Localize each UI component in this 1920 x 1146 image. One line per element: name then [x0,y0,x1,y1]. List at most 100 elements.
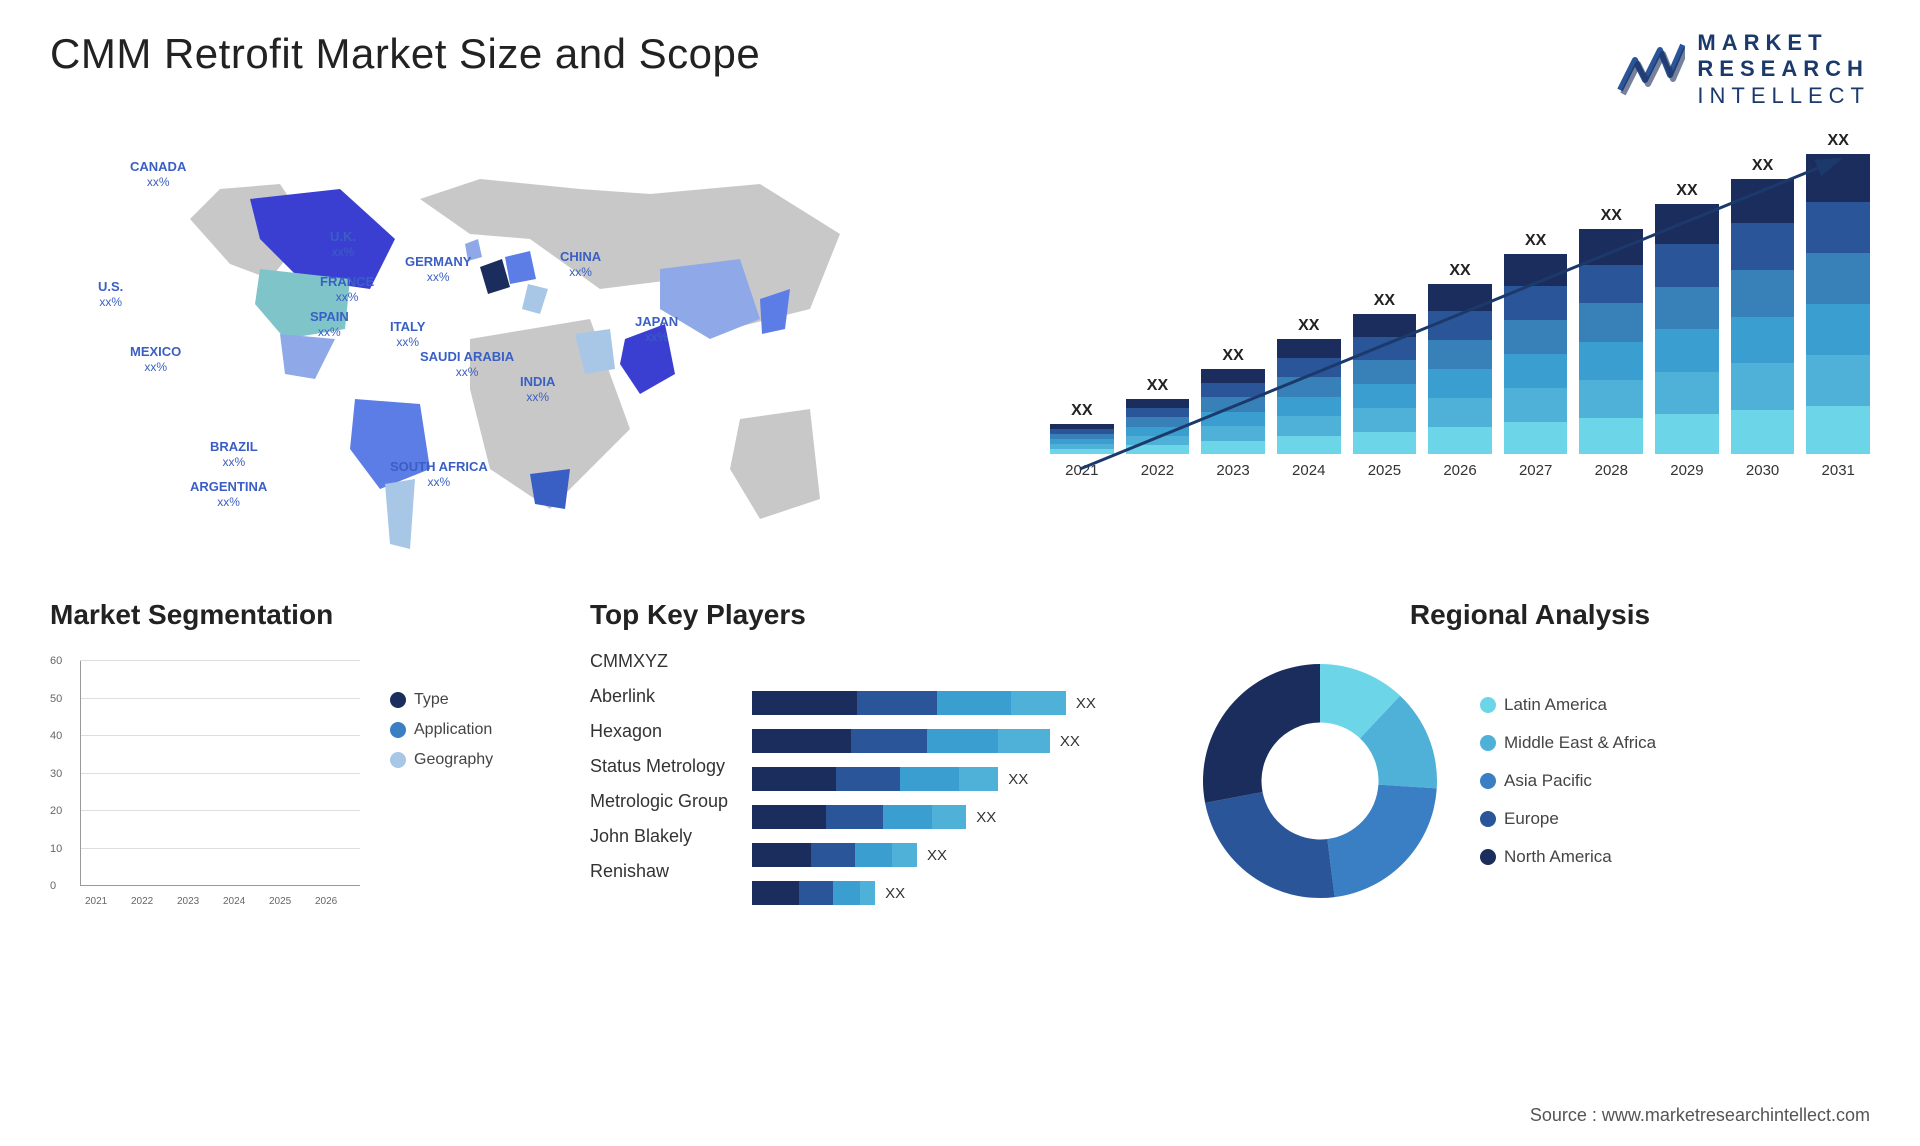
player-segment [937,691,1011,715]
growth-segment [1277,416,1341,436]
growth-segment [1806,304,1870,355]
donut-slice [1203,664,1320,803]
seg-x-tick: 2026 [315,896,337,907]
player-segment [811,843,855,867]
growth-year-label: 2022 [1141,462,1174,479]
growth-segment [1353,408,1417,432]
growth-column: XX2029 [1655,182,1719,479]
segmentation-panel: Market Segmentation 01020304050602021202… [50,599,550,911]
seg-x-tick: 2024 [223,896,245,907]
map-label: U.K.xx% [330,229,356,259]
legend-swatch [1480,811,1496,827]
growth-segment [1655,244,1719,287]
growth-segment [1277,436,1341,454]
growth-value-label: XX [1449,262,1470,280]
growth-segment [1806,253,1870,304]
map-region [522,284,548,314]
growth-segment [1428,340,1492,369]
player-segment [752,767,836,791]
growth-segment [1428,284,1492,311]
growth-value-label: XX [1676,182,1697,200]
growth-segment [1126,417,1190,426]
player-segment [833,881,860,905]
growth-segment [1277,339,1341,357]
player-bar [752,729,1050,753]
segmentation-title: Market Segmentation [50,599,550,631]
player-row: XX [752,881,1150,905]
player-segment [752,843,811,867]
legend-swatch [1480,697,1496,713]
growth-segment [1655,204,1719,244]
region-legend: Latin AmericaMiddle East & AfricaAsia Pa… [1480,695,1656,867]
legend-item: Application [390,721,493,739]
legend-item: Type [390,691,493,709]
map-label: CHINAxx% [560,249,601,279]
growth-segment [1201,369,1265,383]
map-label: CANADAxx% [130,159,186,189]
map-label: GERMANYxx% [405,254,471,284]
world-map: CANADAxx%U.S.xx%MEXICOxx%BRAZILxx%ARGENT… [50,139,990,559]
player-bar [752,767,998,791]
growth-value-label: XX [1525,232,1546,250]
growth-segment [1428,427,1492,454]
growth-segment [1806,355,1870,406]
growth-segment [1201,412,1265,426]
seg-y-tick: 50 [50,693,62,705]
logo-line2: RESEARCH [1697,56,1870,82]
player-bar [752,805,966,829]
player-segment [799,881,833,905]
growth-segment [1050,449,1114,454]
growth-year-label: 2025 [1368,462,1401,479]
growth-value-label: XX [1071,402,1092,420]
player-name: Hexagon [590,721,728,742]
growth-segment [1353,337,1417,361]
growth-segment [1579,418,1643,454]
player-segment [892,843,917,867]
growth-column: XX2028 [1579,207,1643,479]
growth-segment [1428,311,1492,340]
legend-label: Application [414,721,492,739]
seg-x-tick: 2022 [131,896,153,907]
player-row: XX [752,767,1150,791]
player-value: XX [885,885,905,902]
seg-y-tick: 30 [50,768,62,780]
player-segment [752,729,850,753]
seg-x-tick: 2021 [85,896,107,907]
growth-segment [1655,414,1719,454]
map-landmass [730,409,820,519]
player-name: Status Metrology [590,756,728,777]
map-label: SPAINxx% [310,309,349,339]
player-segment [752,881,799,905]
donut-slice [1205,792,1335,898]
legend-swatch [390,722,406,738]
logo-line1: MARKET [1697,30,1870,56]
player-value: XX [1008,771,1028,788]
growth-year-label: 2027 [1519,462,1552,479]
growth-bar [1428,284,1492,454]
growth-column: XX2022 [1126,377,1190,479]
legend-item: Middle East & Africa [1480,733,1656,753]
growth-segment [1126,399,1190,408]
growth-column: XX2021 [1050,402,1114,479]
growth-column: XX2030 [1731,157,1795,479]
player-row [752,653,1150,677]
growth-segment [1579,342,1643,380]
growth-segment [1579,303,1643,341]
map-label: FRANCExx% [320,274,374,304]
growth-segment [1428,369,1492,398]
seg-bars [80,661,360,886]
map-label: ARGENTINAxx% [190,479,267,509]
legend-swatch [1480,849,1496,865]
growth-segment [1277,358,1341,378]
map-label: INDIAxx% [520,374,555,404]
player-value: XX [927,847,947,864]
growth-segment [1806,202,1870,253]
player-row: XX [752,691,1150,715]
growth-segment [1201,383,1265,397]
growth-value-label: XX [1828,132,1849,150]
map-region [385,479,415,549]
legend-label: Asia Pacific [1504,771,1592,791]
growth-year-label: 2030 [1746,462,1779,479]
player-segment [883,805,932,829]
growth-year-label: 2026 [1443,462,1476,479]
